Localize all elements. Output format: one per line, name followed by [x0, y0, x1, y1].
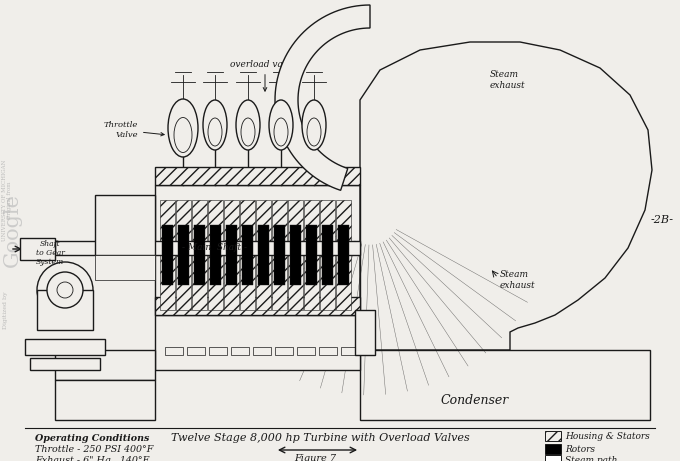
Bar: [224, 200, 239, 310]
Bar: [165, 347, 183, 355]
Bar: [355, 310, 375, 355]
Text: Housing & Stators: Housing & Stators: [565, 431, 650, 441]
Bar: [210, 225, 221, 285]
Ellipse shape: [208, 118, 222, 146]
Bar: [162, 225, 173, 285]
Bar: [319, 347, 337, 355]
Bar: [275, 347, 293, 355]
Bar: [355, 310, 375, 355]
Text: Throttle - 250 PSI 400°F: Throttle - 250 PSI 400°F: [35, 444, 154, 454]
Ellipse shape: [274, 118, 288, 146]
Text: Exhaust - 6" Hg.  140°F: Exhaust - 6" Hg. 140°F: [35, 455, 149, 461]
Bar: [176, 200, 191, 310]
Bar: [288, 200, 303, 310]
Ellipse shape: [174, 118, 192, 153]
Bar: [253, 347, 271, 355]
Ellipse shape: [236, 100, 260, 150]
Bar: [55, 350, 155, 380]
Text: Figure 7: Figure 7: [294, 454, 336, 461]
Bar: [304, 200, 319, 310]
Bar: [322, 225, 333, 285]
Bar: [274, 225, 285, 285]
Bar: [258, 225, 269, 285]
Polygon shape: [275, 5, 370, 190]
Bar: [192, 200, 207, 310]
Bar: [320, 200, 335, 310]
Bar: [256, 200, 271, 310]
Text: Rotors: Rotors: [565, 444, 595, 454]
Bar: [545, 444, 561, 454]
Text: Operating Conditions: Operating Conditions: [35, 433, 150, 443]
Bar: [178, 225, 189, 285]
Bar: [25, 339, 105, 355]
Bar: [231, 347, 249, 355]
Text: overload valves: overload valves: [230, 60, 301, 91]
Bar: [208, 200, 223, 310]
Bar: [155, 315, 360, 370]
Text: Steam
exhaust: Steam exhaust: [490, 70, 526, 90]
Polygon shape: [55, 380, 155, 420]
Bar: [187, 347, 205, 355]
Bar: [306, 225, 317, 285]
Bar: [160, 200, 175, 310]
Bar: [95, 255, 155, 280]
Circle shape: [57, 282, 73, 298]
Bar: [30, 358, 100, 370]
Text: Steam path: Steam path: [565, 455, 617, 461]
Text: Shaft
to Gear
System: Shaft to Gear System: [35, 240, 65, 266]
Bar: [226, 225, 237, 285]
Bar: [545, 431, 561, 441]
Circle shape: [37, 262, 93, 318]
Bar: [155, 167, 360, 185]
Ellipse shape: [302, 100, 326, 150]
Bar: [242, 225, 253, 285]
Polygon shape: [360, 42, 652, 350]
Text: UNIVERSITY OF MICHIGAN: UNIVERSITY OF MICHIGAN: [3, 160, 7, 241]
Bar: [194, 225, 205, 285]
Text: -2B-: -2B-: [651, 215, 673, 225]
Bar: [290, 225, 301, 285]
Bar: [37, 290, 93, 330]
Bar: [336, 200, 351, 310]
Text: Twelve Stage 8,000 hp Turbine with Overload Valves: Twelve Stage 8,000 hp Turbine with Overl…: [171, 433, 469, 443]
Ellipse shape: [269, 100, 293, 150]
Text: Digitized by: Digitized by: [3, 291, 9, 329]
Text: Original from: Original from: [7, 181, 12, 219]
Text: - Main  Shaft -: - Main Shaft -: [182, 243, 248, 253]
Bar: [545, 455, 561, 461]
Text: Google: Google: [3, 193, 22, 267]
Text: Condenser: Condenser: [441, 394, 509, 407]
Bar: [240, 200, 255, 310]
Bar: [272, 200, 287, 310]
Ellipse shape: [203, 100, 227, 150]
Ellipse shape: [168, 99, 198, 157]
Bar: [55, 241, 360, 255]
Bar: [341, 347, 359, 355]
Circle shape: [47, 272, 83, 308]
Bar: [338, 225, 349, 285]
Bar: [297, 347, 315, 355]
Text: Steam
exhaust: Steam exhaust: [500, 270, 536, 290]
Bar: [95, 195, 155, 255]
Bar: [360, 350, 650, 420]
Bar: [209, 347, 227, 355]
Ellipse shape: [307, 118, 321, 146]
Ellipse shape: [241, 118, 255, 146]
Bar: [155, 297, 360, 315]
Bar: [20, 238, 55, 260]
Bar: [155, 185, 360, 315]
Text: Throttle
Valve: Throttle Valve: [103, 121, 164, 139]
